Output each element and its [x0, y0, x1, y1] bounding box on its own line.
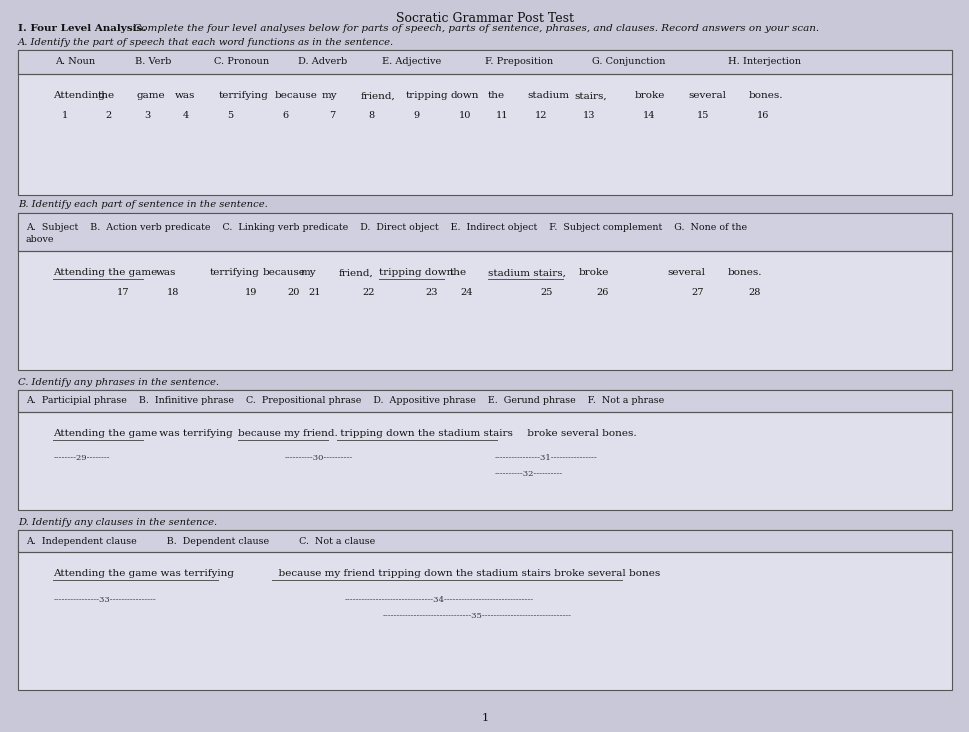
Text: broke: broke	[578, 269, 609, 277]
Text: was: was	[156, 269, 176, 277]
Text: A.  Participial phrase    B.  Infinitive phrase    C.  Prepositional phrase    D: A. Participial phrase B. Infinitive phra…	[26, 397, 664, 406]
Bar	[18, 50, 951, 195]
Text: Complete the four level analyses below for parts of speech, parts of sentence, p: Complete the four level analyses below f…	[130, 24, 818, 33]
Text: above: above	[26, 235, 54, 244]
Text: the: the	[487, 92, 505, 100]
Text: stadium stairs,: stadium stairs,	[487, 269, 565, 277]
Text: was terrifying: was terrifying	[156, 430, 236, 438]
Bar	[18, 213, 951, 370]
Text: Attending: Attending	[53, 92, 106, 100]
Text: 20: 20	[287, 288, 299, 297]
Text: 7: 7	[329, 111, 335, 121]
Text: the: the	[449, 269, 466, 277]
Text: the: the	[97, 92, 114, 100]
Text: terrifying: terrifying	[209, 269, 259, 277]
Text: 2: 2	[106, 111, 111, 121]
Text: ----------32----------: ----------32----------	[494, 470, 562, 478]
Text: several: several	[667, 269, 704, 277]
Text: down: down	[450, 92, 479, 100]
Text: 15: 15	[696, 111, 708, 121]
Text: C. Identify any phrases in the sentence.: C. Identify any phrases in the sentence.	[18, 378, 219, 387]
Text: 10: 10	[458, 111, 470, 121]
Text: friend,: friend,	[338, 269, 373, 277]
Text: bones.: bones.	[727, 269, 762, 277]
Text: 13: 13	[582, 111, 595, 121]
Text: 21: 21	[308, 288, 320, 297]
Text: 28: 28	[748, 288, 761, 297]
Text: H. Interjection: H. Interjection	[727, 58, 800, 67]
Text: because: because	[274, 92, 318, 100]
Text: tripping down: tripping down	[379, 269, 453, 277]
Text: 12: 12	[535, 111, 547, 121]
Text: friend,: friend,	[360, 92, 395, 100]
Text: tripping down the stadium stairs: tripping down the stadium stairs	[337, 430, 513, 438]
Bar	[18, 390, 951, 412]
Text: was: was	[174, 92, 195, 100]
Text: ----------------31----------------: ----------------31----------------	[494, 454, 597, 462]
Text: --------29--------: --------29--------	[53, 454, 110, 462]
Bar	[18, 530, 951, 690]
Text: D. Adverb: D. Adverb	[297, 58, 347, 67]
Text: 6: 6	[283, 111, 289, 121]
Text: -------------------------------34-------------------------------: -------------------------------34-------…	[345, 596, 534, 604]
Text: because my friend.: because my friend.	[238, 430, 338, 438]
Text: because: because	[263, 269, 305, 277]
Text: 1: 1	[61, 111, 68, 121]
Text: -------------------------------35-------------------------------: -------------------------------35-------…	[382, 612, 571, 620]
Text: 18: 18	[167, 288, 179, 297]
Text: 24: 24	[459, 288, 472, 297]
Text: A. Identify the part of speech that each word functions as in the sentence.: A. Identify the part of speech that each…	[18, 38, 393, 47]
Text: E. Adjective: E. Adjective	[382, 58, 441, 67]
Text: ----------------33----------------: ----------------33----------------	[53, 596, 156, 604]
Text: D. Identify any clauses in the sentence.: D. Identify any clauses in the sentence.	[18, 518, 217, 527]
Bar	[18, 390, 951, 510]
Text: 23: 23	[424, 288, 437, 297]
Text: 5: 5	[227, 111, 233, 121]
Text: several: several	[688, 92, 726, 100]
Text: ----------30----------: ----------30----------	[284, 454, 352, 462]
Text: Attending the game: Attending the game	[53, 430, 158, 438]
Text: G. Conjunction: G. Conjunction	[592, 58, 665, 67]
Text: terrifying: terrifying	[219, 92, 268, 100]
Text: 9: 9	[413, 111, 420, 121]
Text: A.  Independent clause          B.  Dependent clause          C.  Not a clause: A. Independent clause B. Dependent claus…	[26, 537, 375, 545]
Text: Attending the game: Attending the game	[53, 269, 158, 277]
Bar	[18, 530, 951, 552]
Text: game: game	[137, 92, 165, 100]
Text: 8: 8	[368, 111, 374, 121]
Text: broke several bones.: broke several bones.	[523, 430, 637, 438]
Text: B. Identify each part of sentence in the sentence.: B. Identify each part of sentence in the…	[18, 200, 267, 209]
Text: 17: 17	[116, 288, 129, 297]
Text: C. Pronoun: C. Pronoun	[214, 58, 269, 67]
Text: 4: 4	[183, 111, 189, 121]
Text: Socratic Grammar Post Test: Socratic Grammar Post Test	[395, 12, 574, 25]
Text: 14: 14	[641, 111, 654, 121]
Text: stairs,: stairs,	[574, 92, 607, 100]
Text: I. Four Level Analysis.: I. Four Level Analysis.	[18, 24, 146, 33]
Text: B. Verb: B. Verb	[135, 58, 171, 67]
Text: 3: 3	[144, 111, 151, 121]
Text: 11: 11	[495, 111, 508, 121]
Text: A. Noun: A. Noun	[55, 58, 95, 67]
Text: 27: 27	[691, 288, 703, 297]
Text: 16: 16	[756, 111, 768, 121]
Text: 22: 22	[362, 288, 375, 297]
Text: 25: 25	[540, 288, 552, 297]
Text: F. Preposition: F. Preposition	[484, 58, 552, 67]
Bar	[18, 50, 951, 74]
Text: because my friend tripping down the stadium stairs broke several bones: because my friend tripping down the stad…	[271, 569, 660, 578]
Text: my: my	[321, 92, 337, 100]
Text: 1: 1	[481, 713, 488, 723]
Text: tripping: tripping	[405, 92, 448, 100]
Bar	[18, 213, 951, 251]
Text: 19: 19	[244, 288, 257, 297]
Text: A.  Subject    B.  Action verb predicate    C.  Linking verb predicate    D.  Di: A. Subject B. Action verb predicate C. L…	[26, 223, 746, 232]
Text: stadium: stadium	[526, 92, 569, 100]
Text: 26: 26	[595, 288, 608, 297]
Text: broke: broke	[634, 92, 664, 100]
Text: my: my	[300, 269, 316, 277]
Text: bones.: bones.	[748, 92, 782, 100]
Text: Attending the game was terrifying: Attending the game was terrifying	[53, 569, 234, 578]
